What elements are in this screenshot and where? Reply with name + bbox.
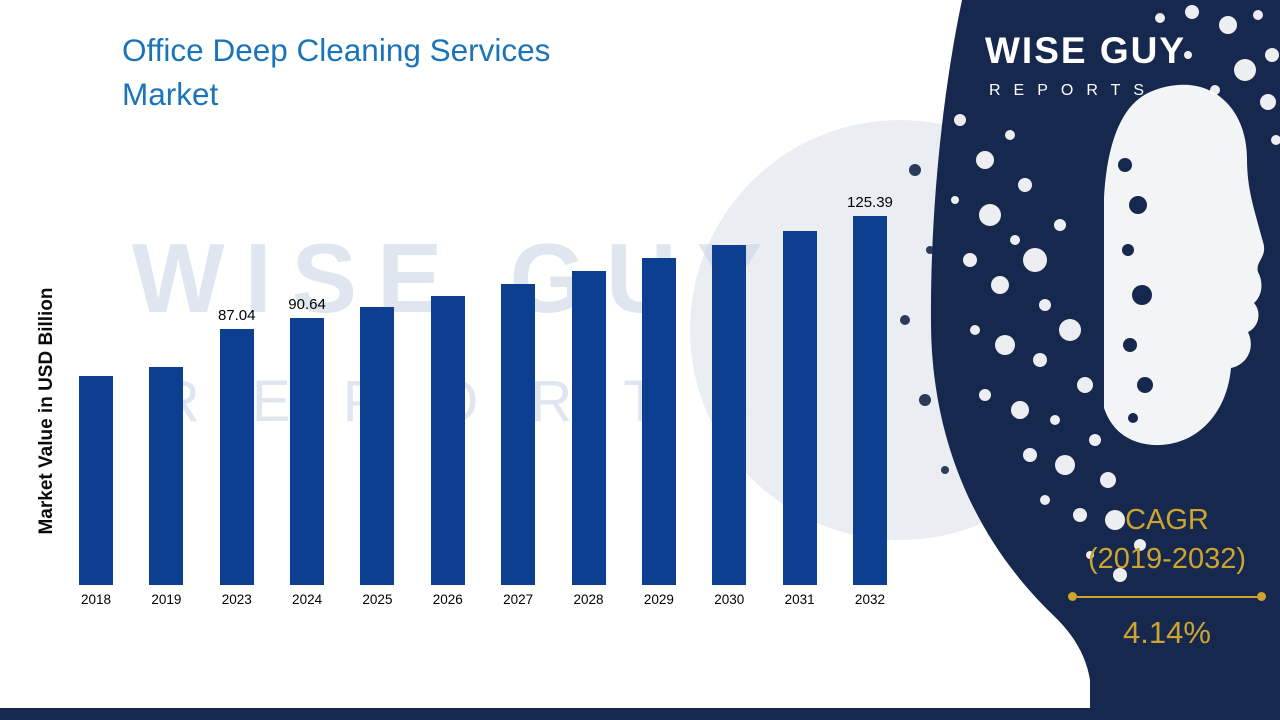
bar-group: 2026 — [428, 274, 468, 607]
y-axis-label: Market Value in USD Billion — [36, 287, 57, 535]
bar-group: 2027 — [498, 262, 538, 607]
bar-group: 2019 — [146, 345, 186, 607]
divider-rule — [1077, 595, 1257, 598]
x-tick-label: 2030 — [714, 592, 745, 607]
bar — [852, 216, 887, 585]
logo-wordmark: WISE GUY — [985, 30, 1187, 71]
cagr-label: CAGR — [1125, 504, 1209, 536]
bar — [712, 245, 747, 585]
x-tick-label: 2026 — [432, 592, 463, 607]
x-tick-label: 2028 — [573, 592, 604, 607]
bar — [290, 318, 325, 585]
bar — [149, 367, 184, 585]
logo-subtext: REPORTS — [989, 82, 1158, 99]
bar-group: 2028 — [569, 249, 609, 607]
cagr-value: 4.14% — [1123, 615, 1211, 650]
bar — [219, 329, 254, 585]
logo: WISE GUY REPORTS — [985, 30, 1186, 100]
bar-group: 2025 — [357, 285, 397, 607]
bar-group: 2030 — [709, 223, 749, 607]
cagr-block: CAGR (2019-2032) 4.14% — [1062, 504, 1272, 651]
bar — [430, 296, 465, 585]
x-tick-label: 2023 — [221, 592, 252, 607]
bar — [360, 307, 395, 585]
face-profile-icon — [1104, 84, 1265, 446]
x-tick-label: 2031 — [784, 592, 815, 607]
x-tick-label: 2018 — [80, 592, 112, 607]
bar-value-label: 90.64 — [288, 296, 326, 313]
cagr-range: (2019-2032) — [1088, 543, 1246, 575]
bar — [79, 376, 113, 585]
bar-group: 90.64 2024 — [287, 296, 327, 607]
x-tick-label: 2027 — [503, 592, 534, 607]
bar — [641, 258, 676, 585]
face-dots — [1118, 158, 1153, 423]
bar-group: 87.04 2023 — [217, 307, 257, 607]
x-tick-label: 2032 — [854, 592, 885, 607]
x-tick-label: 2025 — [362, 592, 393, 607]
bar — [782, 231, 817, 585]
bar — [501, 284, 536, 585]
bar-group: 2031 — [780, 209, 820, 607]
bottom-bar — [0, 708, 1280, 720]
x-tick-label: 2019 — [151, 592, 182, 607]
divider-dot-right — [1257, 592, 1266, 601]
cagr-divider — [1068, 592, 1266, 601]
divider-dot-left — [1068, 592, 1077, 601]
bar-chart: 2018 2019 87.04 2023 90.64 2024 2025 2026 2027 20… — [76, 194, 893, 607]
x-tick-label: 2029 — [643, 592, 674, 607]
bar-group: 2029 — [639, 236, 679, 607]
x-tick-label: 2024 — [292, 592, 323, 607]
bar-group: 125.39 2032 — [847, 194, 893, 607]
bar-group: 2018 — [76, 354, 116, 607]
page-title: Office Deep Cleaning Services Market — [122, 32, 551, 112]
bar-value-label: 125.39 — [847, 194, 893, 211]
bar-value-label: 87.04 — [217, 307, 256, 324]
bar — [571, 271, 606, 585]
